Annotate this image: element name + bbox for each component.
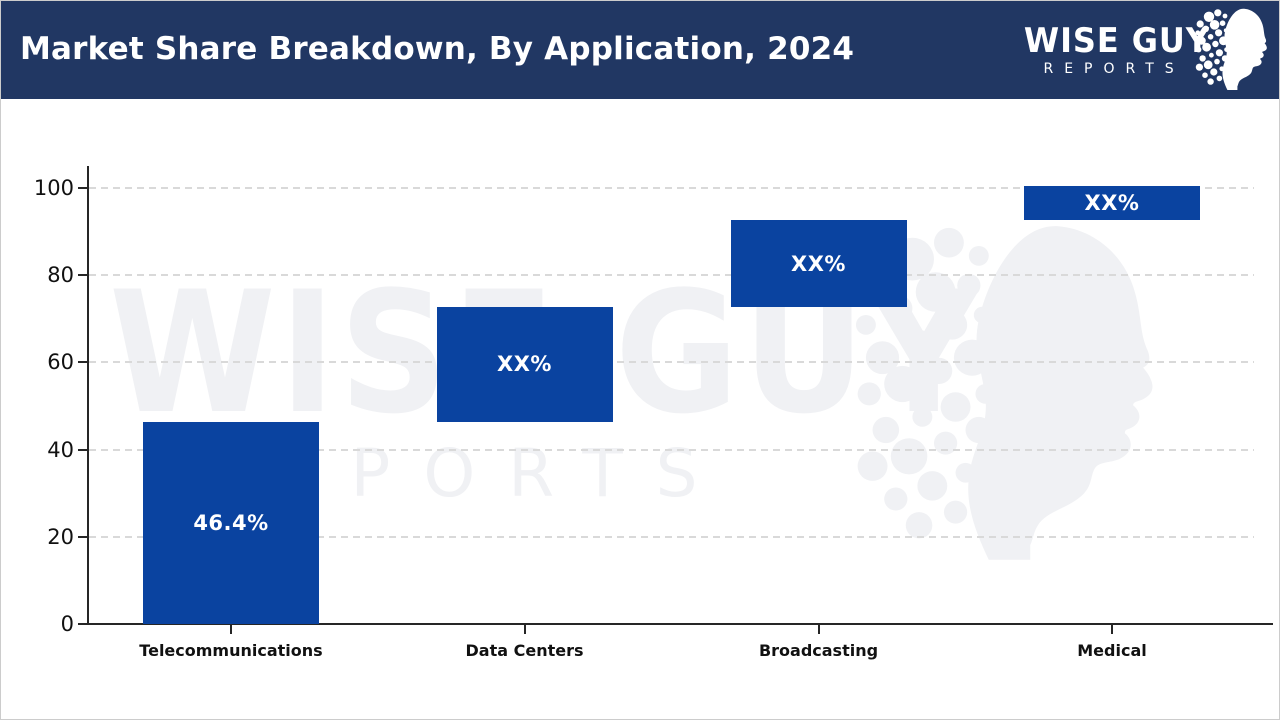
y-tick-label-60: 60 (47, 350, 74, 375)
x-category-label-data-centers: Data Centers (465, 641, 584, 660)
chart-canvas: WISE GUY REPORTS 0 20 40 60 80 100 46.4% Teleco… (1, 99, 1279, 719)
bar-segment-medical: XX% (1024, 186, 1200, 221)
y-axis-spine (87, 166, 89, 625)
y-tick-label-80: 80 (47, 263, 74, 288)
bar-segment-telecommunications: 46.4% (143, 421, 319, 624)
bar-segment-broadcasting: XX% (730, 220, 907, 307)
y-tick-80 (78, 274, 87, 277)
y-tick-label-100: 100 (33, 176, 74, 200)
x-category-label-broadcasting: Broadcasting (758, 641, 879, 660)
bar-value-label-telecommunications: 46.4% (193, 510, 269, 535)
gridline-40 (89, 448, 1254, 451)
bar-value-label-medical: XX% (1084, 191, 1140, 216)
gridline-80 (89, 274, 1254, 277)
gridline-60 (89, 361, 1254, 364)
y-tick-label-20: 20 (47, 524, 74, 549)
x-tick-broadcasting (817, 625, 820, 634)
y-tick-label-40: 40 (47, 437, 74, 462)
x-axis-spine (87, 623, 1273, 625)
bar-value-label-data-centers: XX% (497, 352, 552, 377)
y-tick-40 (78, 448, 87, 451)
y-tick-100 (78, 187, 87, 189)
bar-segment-data-centers: XX% (436, 307, 613, 422)
y-tick-60 (78, 361, 87, 364)
x-tick-medical (1111, 625, 1113, 634)
chart-title: Market Share Breakdown, By Application, … (20, 31, 855, 67)
y-tick-20 (78, 535, 87, 538)
y-tick-0 (78, 623, 87, 625)
wise-guy-logo: WISE GUY REPORTS (1012, 6, 1276, 92)
bar-value-label-broadcasting: XX% (791, 251, 846, 276)
gridline-20 (89, 535, 1254, 538)
logo-subtext: REPORTS (1043, 61, 1185, 77)
header-banner: Market Share Breakdown, By Application, … (1, 1, 1279, 99)
x-category-label-telecommunications: Telecommunications (139, 641, 323, 660)
x-tick-data-centers (523, 625, 526, 634)
x-category-label-medical: Medical (1077, 641, 1147, 660)
gridline-100 (89, 187, 1254, 189)
logo-text: WISE GUY REPORTS (1012, 24, 1210, 77)
logo-wordmark: WISE GUY (1024, 21, 1210, 61)
y-tick-label-0: 0 (60, 612, 74, 636)
x-tick-telecommunications (230, 625, 232, 634)
